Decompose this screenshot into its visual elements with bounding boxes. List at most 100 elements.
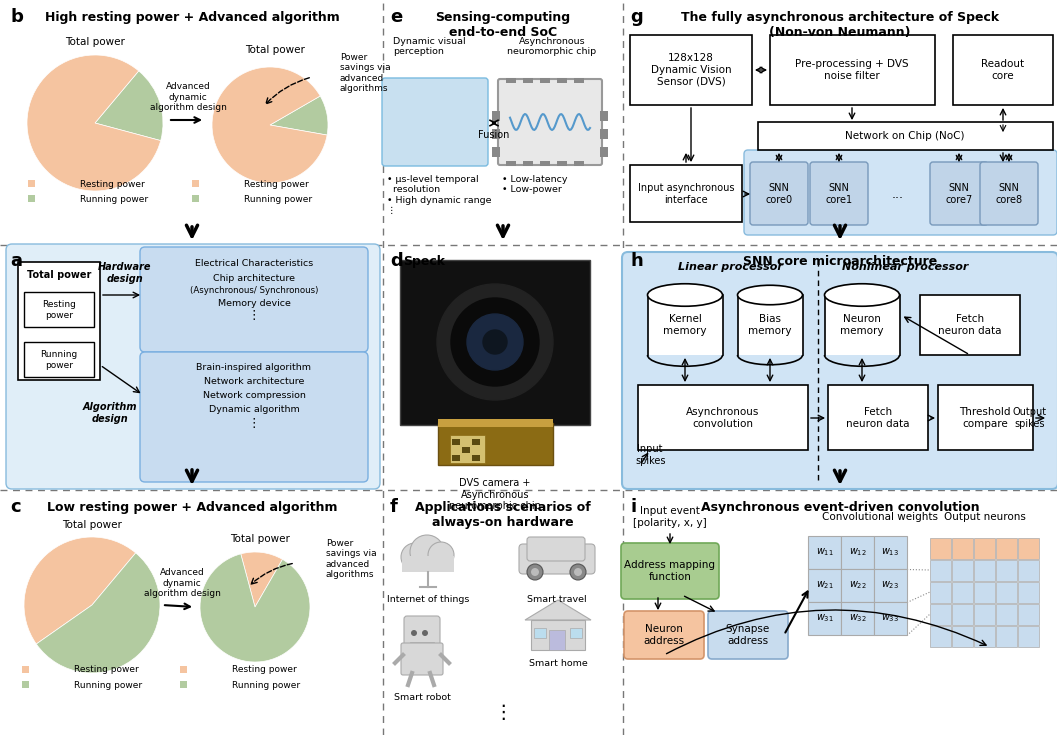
Text: Memory device: Memory device [218,298,291,307]
Text: ⋮: ⋮ [247,417,260,429]
Text: Running power: Running power [80,195,148,204]
Bar [808,569,841,602]
Text: Input event
[polarity, x, y]: Input event [polarity, x, y] [633,506,707,528]
Text: SNN
core1: SNN core1 [826,183,853,205]
Text: b: b [10,8,23,26]
Bar [492,111,500,121]
Circle shape [574,568,582,576]
Bar [758,122,1053,150]
Bar [769,35,935,105]
Text: $w_{31}$: $w_{31}$ [816,612,834,625]
Text: Asynchronous
convolution: Asynchronous convolution [686,407,760,429]
Text: Resting power: Resting power [231,665,297,675]
FancyBboxPatch shape [519,544,595,574]
FancyBboxPatch shape [498,79,602,165]
Text: Running
power: Running power [40,351,77,370]
Text: Advanced
dynamic
algorithm design: Advanced dynamic algorithm design [144,568,221,598]
Bar [828,385,928,450]
Bar [938,385,1033,450]
Bar [874,602,907,635]
Text: Linear processor: Linear processor [678,262,782,272]
Bar [540,78,550,83]
Bar [438,423,553,465]
Text: SNN
core7: SNN core7 [945,183,972,205]
Text: Smart robot: Smart robot [393,692,450,701]
Bar [492,147,500,157]
Wedge shape [36,553,160,673]
FancyBboxPatch shape [980,162,1038,225]
Bar [557,78,567,83]
Bar [952,538,973,559]
Text: Convolutional weights: Convolutional weights [822,512,938,522]
Text: Power
savings via
advanced
algorithms: Power savings via advanced algorithms [340,53,391,93]
Text: Resting power: Resting power [244,179,309,188]
Bar [638,385,808,450]
FancyBboxPatch shape [708,611,789,659]
Bar [472,439,480,445]
Text: f: f [390,498,397,516]
Text: Kernel
memory: Kernel memory [663,314,707,336]
Bar [930,626,951,647]
Text: e: e [390,8,403,26]
Ellipse shape [738,285,802,305]
Text: Network compression: Network compression [203,390,305,400]
Bar [600,147,608,157]
Text: Total power: Total power [26,270,91,280]
Text: Running power: Running power [244,195,312,204]
Text: $w_{32}$: $w_{32}$ [849,612,867,625]
FancyBboxPatch shape [930,162,988,225]
Text: Power
savings via
advanced
algorithms: Power savings via advanced algorithms [326,539,376,579]
Bar [574,161,585,166]
Text: Asynchronous
neuromorphic chip: Asynchronous neuromorphic chip [507,37,596,57]
Text: Total power: Total power [230,534,290,544]
Text: Speck: Speck [403,255,445,268]
Wedge shape [27,55,161,191]
Text: Synapse
address: Synapse address [726,624,771,646]
Bar [824,295,900,355]
Bar [930,538,951,559]
Bar [506,78,516,83]
Bar [531,620,585,650]
Bar [973,626,995,647]
Text: Low resting power + Advanced algorithm: Low resting power + Advanced algorithm [47,501,337,514]
Text: c: c [10,498,21,516]
Bar [930,604,951,625]
Text: • Low-latency
• Low-power: • Low-latency • Low-power [502,175,568,194]
Bar [874,569,907,602]
Circle shape [410,535,444,569]
Text: Fetch
neuron data: Fetch neuron data [939,314,1002,336]
Text: SNN
core0: SNN core0 [765,183,793,205]
Text: Total power: Total power [245,45,304,55]
FancyBboxPatch shape [140,352,368,482]
Bar [996,538,1017,559]
Text: Resting power: Resting power [74,665,138,675]
Text: Smart home: Smart home [528,659,588,667]
FancyBboxPatch shape [401,643,443,675]
Text: Hardware
design: Hardware design [98,262,152,284]
Text: $w_{11}$: $w_{11}$ [816,547,834,559]
Bar [600,129,608,139]
Text: Neuron
address: Neuron address [644,624,685,646]
FancyBboxPatch shape [750,162,808,225]
Bar [450,435,485,463]
Text: Smart travel: Smart travel [527,595,587,604]
Bar [557,161,567,166]
Text: Neuron
memory: Neuron memory [840,314,884,336]
Text: Advanced
dynamic
algorithm design: Advanced dynamic algorithm design [149,82,226,112]
Text: Applications scenarios of
always-on hardware: Applications scenarios of always-on hard… [415,501,591,529]
Bar [540,161,550,166]
Bar [410,642,434,647]
Circle shape [437,284,553,400]
Bar [874,536,907,569]
Bar [630,165,742,222]
Text: Internet of things: Internet of things [387,595,469,604]
Text: d: d [390,252,403,270]
Bar [24,342,94,377]
Bar [841,536,874,569]
Bar [27,195,35,202]
Bar [574,78,585,83]
Bar [808,602,841,635]
Text: ⋮: ⋮ [247,309,260,321]
Bar [996,560,1017,581]
FancyBboxPatch shape [527,537,585,561]
